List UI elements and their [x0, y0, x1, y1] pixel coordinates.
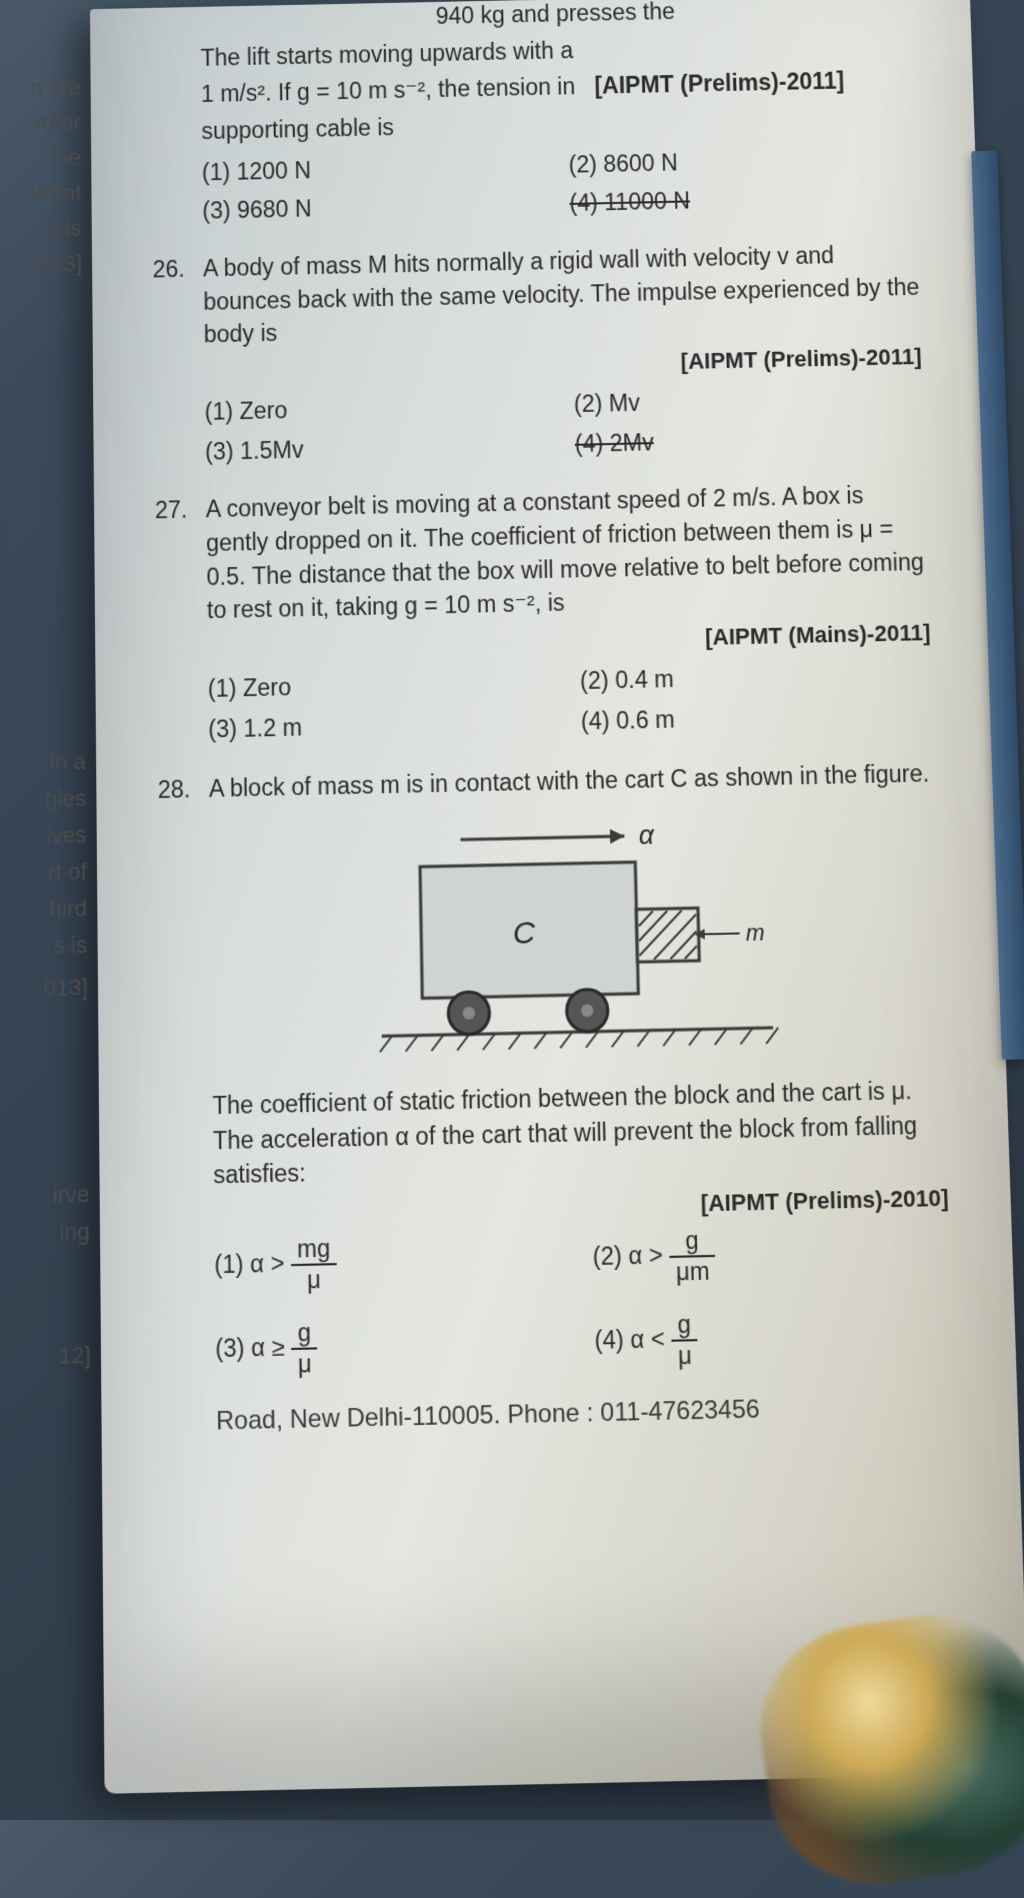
- frag: irve: [52, 1175, 89, 1213]
- frag: , the: [38, 140, 81, 176]
- frag: 013]: [43, 968, 87, 1006]
- frag: hird: [49, 890, 87, 928]
- cart-diagram: α C m: [368, 812, 784, 1063]
- alpha-label: α: [638, 819, 655, 851]
- frag: 12]: [59, 1336, 91, 1375]
- q26-ref: [AIPMT (Prelims)-2011]: [204, 340, 922, 387]
- opposite-page-edge: [971, 151, 1024, 1060]
- q28-text1: A block of mass m is in contact with the…: [209, 759, 930, 802]
- frag: rt of: [48, 853, 87, 891]
- q26-opt4: (4) 2Mv: [574, 420, 924, 461]
- frag: n are: [30, 69, 81, 105]
- q25-opt2: (2) 8600 N: [568, 141, 915, 181]
- q25-opt1: (1) 1200 N: [202, 149, 549, 189]
- q28-opt3: (3) α ≥ gμ: [215, 1315, 574, 1379]
- q28-opt2: (2) α > gμm: [592, 1223, 951, 1286]
- page-footer: Road, New Delhi-110005. Phone : 011-4762…: [216, 1391, 956, 1437]
- question-26: 26. A body of mass M hits normally a rig…: [203, 237, 925, 468]
- frag: After: [34, 104, 81, 140]
- q27-opt3: (3) 1.2 m: [208, 705, 561, 746]
- q27-options: (1) Zero (2) 0.4 m (3) 1.2 m (4) 0.6 m: [208, 657, 934, 747]
- cart-label: C: [512, 916, 535, 951]
- book-page: n are After , the What (g is 2013] in a …: [90, 0, 1024, 1794]
- q27-text: A conveyor belt is moving at a constant …: [206, 482, 925, 624]
- frag: in a: [50, 743, 87, 780]
- q28-figure: α C m: [209, 809, 944, 1076]
- q25-opt4: (4) 11000 N: [569, 180, 917, 220]
- q27-ref: [AIPMT (Mains)-2011]: [207, 616, 931, 664]
- q28-opt4: (4) α < gμ: [594, 1307, 954, 1371]
- q28-number: 28.: [158, 772, 191, 807]
- q28-text2: The coefficient of static friction betwe…: [212, 1077, 917, 1189]
- q26-opt2: (2) Mv: [574, 380, 924, 421]
- q26-options: (1) Zero (2) Mv (3) 1.5Mv (4) 2Mv: [204, 380, 924, 468]
- frag: s is: [53, 926, 87, 964]
- q26-text: A body of mass M hits normally a rigid w…: [203, 242, 920, 348]
- q27-opt1: (1) Zero: [208, 665, 560, 706]
- q26-opt1: (1) Zero: [204, 388, 554, 429]
- q25-options: (1) 1200 N (2) 8600 N (3) 9680 N (4) 110…: [202, 141, 917, 228]
- frag: gles: [45, 780, 87, 818]
- q28-options: (1) α > mgμ (2) α > gμm (3) α ≥ gμ (4) α…: [214, 1223, 954, 1379]
- frag: ives: [46, 816, 86, 854]
- question-28: 28. A block of mass m is in contact with…: [209, 756, 954, 1379]
- frag: 2013]: [26, 246, 82, 283]
- mass-label: m: [745, 919, 765, 946]
- q28-opt1: (1) α > mgμ: [214, 1231, 573, 1294]
- q25-opt3: (3) 9680 N: [202, 187, 550, 227]
- q27-number: 27.: [155, 493, 188, 527]
- question-25-partial: 940 kg and presses the The lift starts m…: [200, 0, 917, 228]
- q28-ref: [AIPMT (Prelims)-2010]: [214, 1181, 949, 1230]
- frag: (g is: [40, 210, 82, 246]
- q26-opt3: (3) 1.5Mv: [205, 428, 555, 469]
- q27-opt2: (2) 0.4 m: [580, 657, 933, 698]
- frag: What: [30, 175, 82, 212]
- question-27: 27. A conveyor belt is moving at a const…: [206, 478, 934, 747]
- q27-opt4: (4) 0.6 m: [581, 697, 934, 738]
- q25-ref: [AIPMT (Prelims)-2011]: [594, 68, 844, 99]
- frag: ing: [59, 1213, 90, 1251]
- q26-number: 26.: [152, 252, 185, 286]
- left-margin-fragments: n are After , the What (g is 2013] in a …: [0, 9, 105, 1796]
